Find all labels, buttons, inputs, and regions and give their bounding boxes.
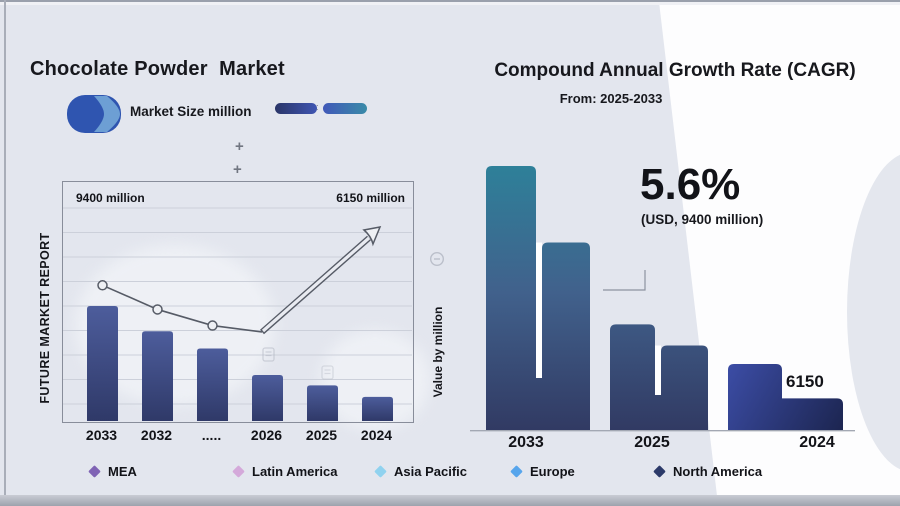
left-watermark-vertical-text: FUTURE MARKET REPORT <box>38 232 52 404</box>
legend-item-north-america: North America <box>653 462 763 480</box>
market-size-chart-plot <box>63 207 412 421</box>
legend-label: North America <box>673 463 763 479</box>
cagr-x-axis: 2033 2025 2024 <box>0 434 900 454</box>
market-size-chart: 9400 million 6150 million <box>62 181 414 423</box>
market-size-x-axis: 2033 2032..... 2026 2025 2024 <box>0 427 460 445</box>
cagr-value: 5.6% <box>640 160 741 209</box>
gradient-pill-left <box>275 103 317 114</box>
plus-mark-top: + <box>235 138 244 155</box>
x-axis-label: 2024 <box>799 434 835 451</box>
cagr-note: (USD, 9400 million) <box>641 212 764 227</box>
x-axis-label: 2024 <box>360 427 393 443</box>
x-axis-label: 2033 <box>508 434 544 451</box>
cagr-chart-plot <box>470 166 855 432</box>
diamond-icon <box>653 464 666 478</box>
chart-annotation-start-value: 9400 million <box>76 191 145 205</box>
cagr-subtitle: From: 2025-2033 <box>559 91 663 106</box>
plus-mark-bottom: + <box>233 161 242 178</box>
x-axis-label: 2033 <box>85 427 118 443</box>
minus-circle-watermark-icon <box>429 251 445 267</box>
legend-label: Latin America <box>252 463 338 479</box>
diamond-icon <box>374 464 387 478</box>
frame-border-top <box>0 0 900 2</box>
legend-item-latin-america: Latin America <box>232 462 338 480</box>
frame-border-left <box>4 0 6 506</box>
x-axis-label: 2025 <box>305 427 338 443</box>
series-legend-label: Market Size million <box>130 104 252 119</box>
legend-label: Asia Pacific <box>394 463 467 479</box>
legend-item-mea: MEA <box>88 462 137 480</box>
gradient-pill-right <box>323 103 367 114</box>
chart-annotation-end-value: 6150 million <box>336 191 405 205</box>
diamond-icon <box>232 464 245 478</box>
legend-item-europe: Europe <box>510 462 575 480</box>
frame-border-top-light <box>0 2 900 5</box>
page-title: Chocolate Powder Market <box>30 58 285 80</box>
legend-item-asia-pacific: Asia Pacific <box>374 462 467 480</box>
x-axis-label: 2025 <box>634 434 670 451</box>
frame-border-bottom <box>0 495 900 506</box>
document-watermark-icon <box>321 365 334 380</box>
document-watermark-icon <box>262 347 275 362</box>
diamond-icon <box>510 464 523 478</box>
pill-separator: : <box>316 102 319 112</box>
legend-label: Europe <box>530 463 575 479</box>
diamond-icon <box>88 464 101 478</box>
x-axis-label: 2026 <box>250 427 283 443</box>
cylinder-icon <box>67 95 121 133</box>
legend-label: MEA <box>108 463 137 479</box>
x-axis-label: ..... <box>201 427 222 443</box>
value-axis-label: Value by million <box>431 306 445 398</box>
x-axis-label: 2032 <box>140 427 173 443</box>
value-callout-6150: 6150 <box>786 372 824 391</box>
cagr-title: Compound Annual Growth Rate (CAGR) <box>494 60 856 81</box>
